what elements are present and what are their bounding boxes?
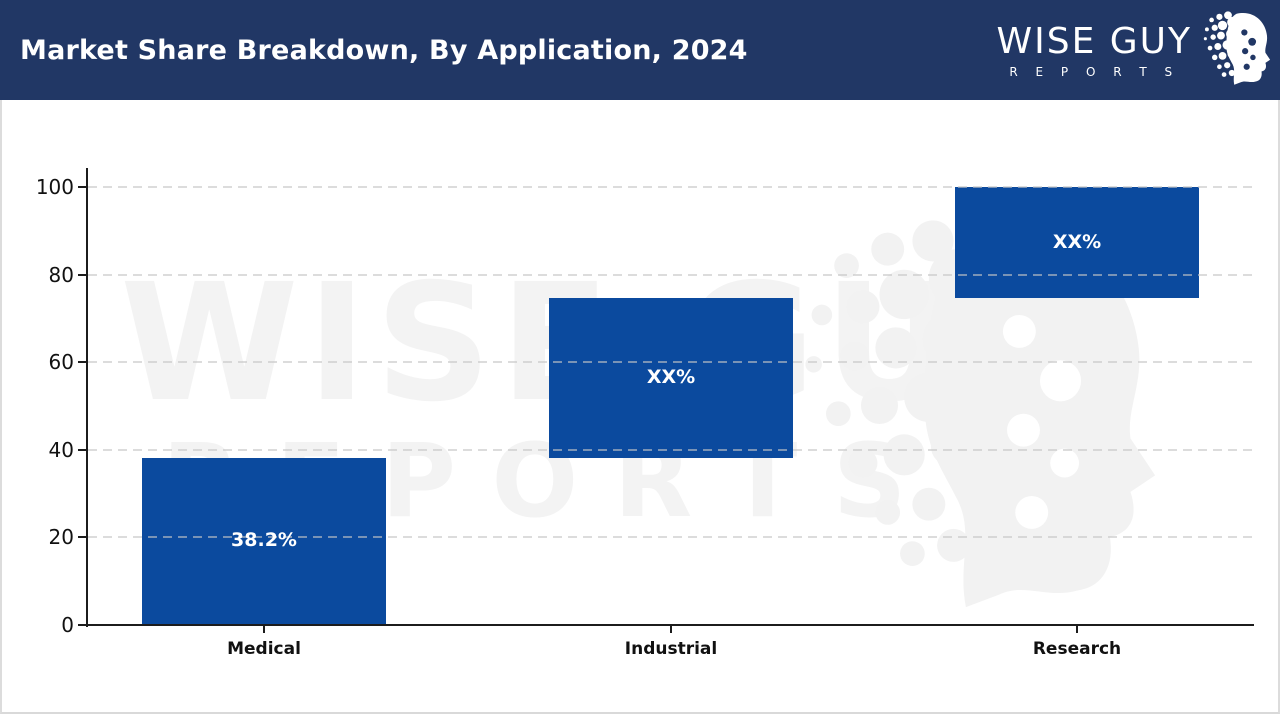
y-axis [86, 168, 88, 627]
page-border [0, 100, 1280, 714]
x-tick-mark [670, 626, 672, 633]
bar-value-label: XX% [1052, 230, 1102, 253]
y-tick-label: 100 [35, 175, 74, 199]
bar [549, 298, 793, 458]
x-tick-label: Industrial [624, 639, 718, 659]
y-tick-mark [78, 448, 86, 451]
y-tick-mark [78, 273, 86, 276]
wise-guy-logo: WISE GUY R E P O R T S [997, 4, 1275, 96]
y-tick-mark [78, 186, 86, 188]
gridline [88, 273, 1254, 276]
gridline [88, 361, 1254, 364]
page-title: Market Share Breakdown, By Application, … [20, 34, 748, 66]
y-tick-label: 20 [48, 525, 74, 550]
x-tick-label: Medical [227, 639, 301, 659]
x-axis [86, 624, 1254, 626]
y-tick-label: 40 [48, 437, 74, 462]
gridline [88, 186, 1254, 188]
logo-brand-name: WISE GUY [996, 20, 1192, 62]
bar-value-label: 38.2% [231, 529, 297, 552]
y-tick-label: 0 [61, 613, 74, 637]
x-tick-mark [1076, 626, 1078, 633]
gridline [88, 536, 1254, 539]
gridline [88, 448, 1254, 451]
y-tick-mark [78, 361, 86, 364]
bar [142, 457, 386, 625]
x-tick-label: Research [1032, 639, 1122, 659]
y-tick-label: 60 [48, 350, 74, 375]
header-bar: Market Share Breakdown, By Application, … [0, 0, 1280, 100]
logo-brand-subname: R E P O R T S [1009, 64, 1180, 79]
y-tick-mark [78, 624, 86, 626]
x-tick-mark [263, 626, 265, 633]
bar-value-label: XX% [646, 365, 696, 388]
y-tick-label: 80 [48, 262, 74, 287]
y-tick-mark [78, 536, 86, 539]
logo-text: WISE GUY R E P O R T S [996, 20, 1193, 79]
logo-face-icon [1196, 6, 1274, 94]
